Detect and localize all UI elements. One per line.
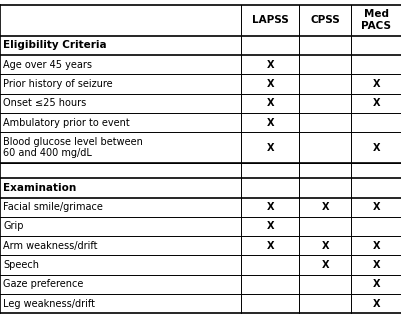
Text: X: X [321,241,328,251]
Text: X: X [266,202,273,212]
Text: Eligibility Criteria: Eligibility Criteria [3,40,107,50]
Text: Onset ≤25 hours: Onset ≤25 hours [3,98,86,108]
Text: Blood glucose level between
60 and 400 mg/dL: Blood glucose level between 60 and 400 m… [3,137,143,158]
Text: Leg weakness/drift: Leg weakness/drift [3,299,95,308]
Text: Examination: Examination [3,183,76,193]
Text: CPSS: CPSS [310,15,339,25]
Text: Ambulatory prior to event: Ambulatory prior to event [3,118,130,128]
Text: Gaze preference: Gaze preference [3,279,83,289]
Text: X: X [372,98,379,108]
Text: X: X [266,142,273,153]
Text: Prior history of seizure: Prior history of seizure [3,79,113,89]
Text: Med
PACS: Med PACS [360,10,391,31]
Text: X: X [372,279,379,289]
Text: Arm weakness/drift: Arm weakness/drift [3,241,97,251]
Text: X: X [266,79,273,89]
Text: X: X [321,202,328,212]
Text: Grip: Grip [3,221,24,232]
Text: X: X [372,79,379,89]
Text: X: X [372,241,379,251]
Text: Age over 45 years: Age over 45 years [3,60,92,70]
Text: X: X [266,241,273,251]
Text: Speech: Speech [3,260,39,270]
Text: X: X [372,202,379,212]
Text: X: X [372,260,379,270]
Text: LAPSS: LAPSS [251,15,288,25]
Text: X: X [372,142,379,153]
Text: X: X [372,299,379,308]
Text: Facial smile/grimace: Facial smile/grimace [3,202,103,212]
Text: X: X [266,221,273,232]
Text: X: X [266,60,273,70]
Text: X: X [321,260,328,270]
Text: X: X [266,118,273,128]
Text: X: X [266,98,273,108]
